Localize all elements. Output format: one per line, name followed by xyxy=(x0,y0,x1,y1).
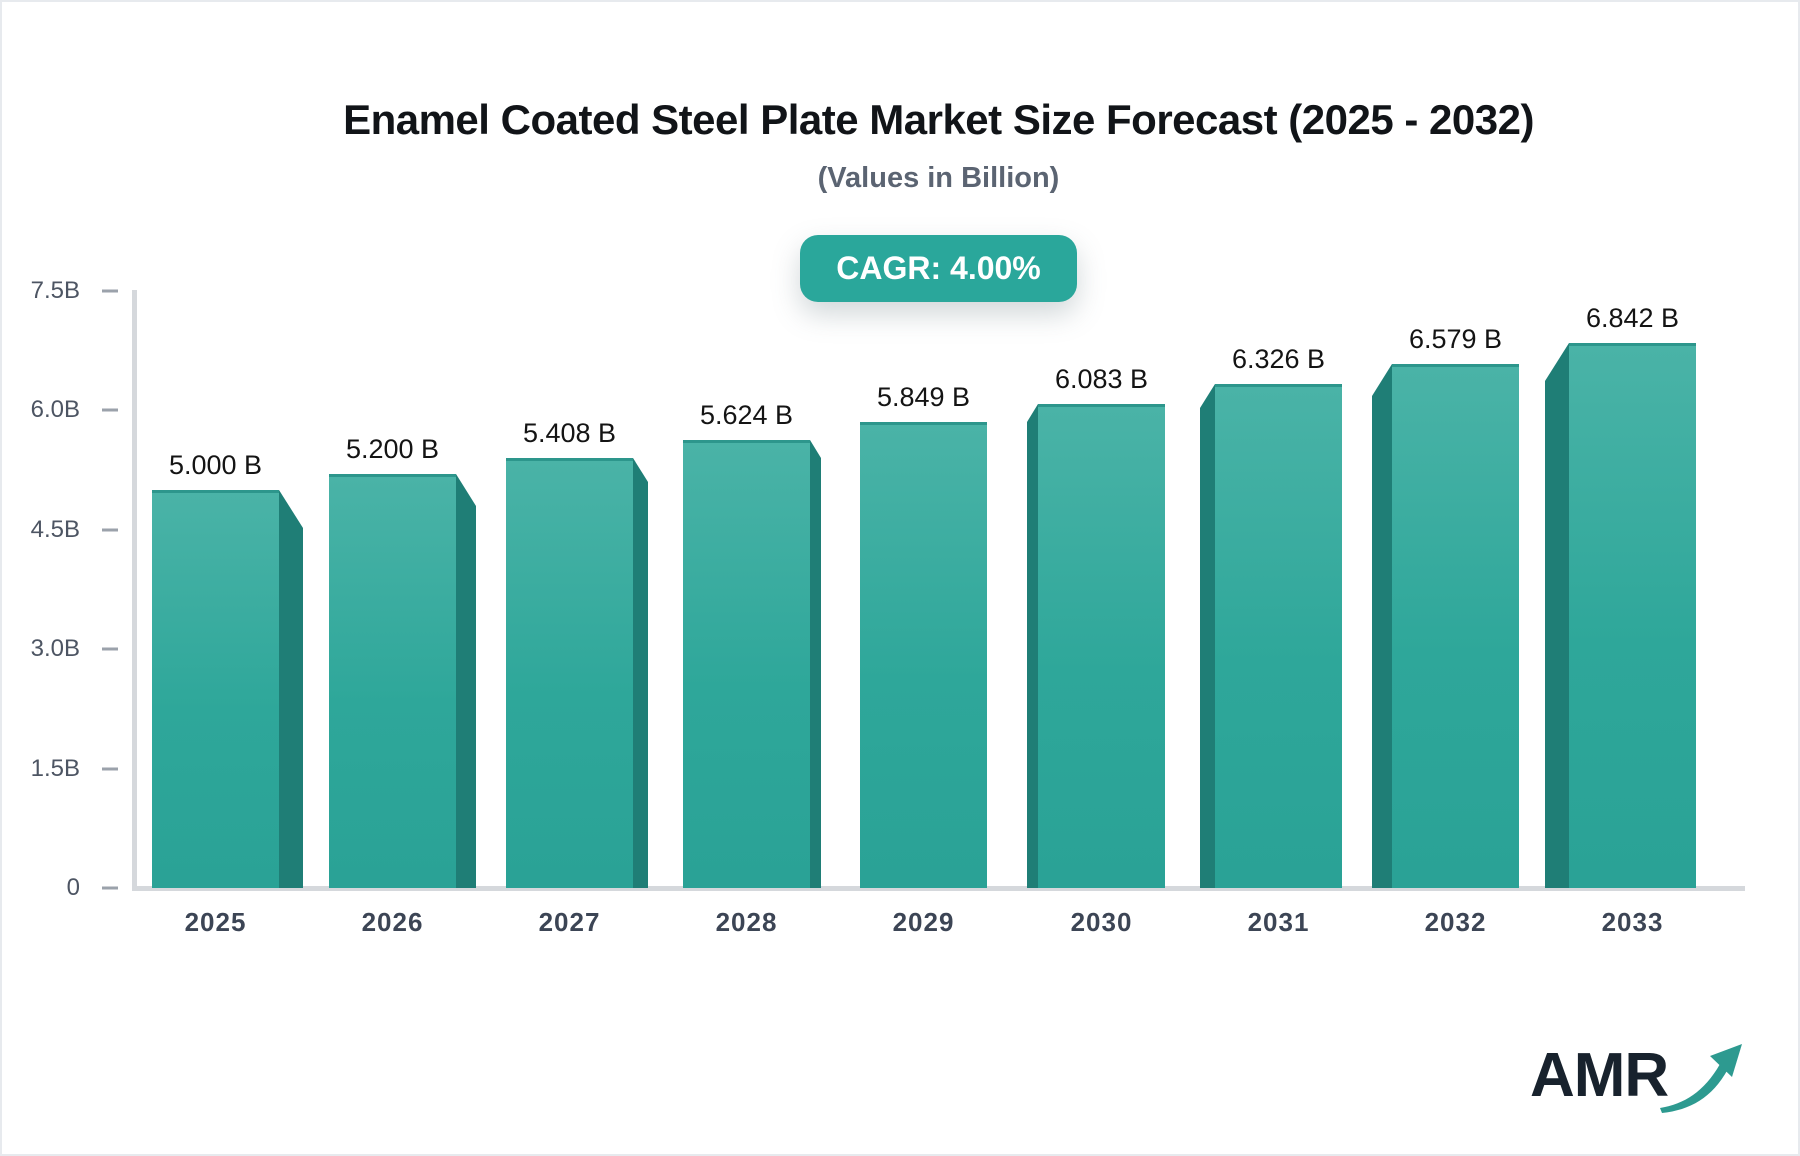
amr-logo: AMR xyxy=(1530,1032,1750,1122)
x-axis-line xyxy=(132,886,1745,891)
x-category-label-2032: 2032 xyxy=(1424,907,1487,937)
y-axis-line xyxy=(132,290,137,890)
x-category-label-2030: 2030 xyxy=(1070,907,1133,937)
bar-2030 xyxy=(1038,404,1165,888)
amr-logo-arrow-icon xyxy=(1660,1044,1742,1113)
x-category-label-2029: 2029 xyxy=(892,907,955,937)
bar-2027 xyxy=(506,458,633,888)
y-tick-dash xyxy=(102,289,118,293)
bar-2033 xyxy=(1569,343,1696,888)
x-category-label-2031: 2031 xyxy=(1247,907,1310,937)
bar-side-2028 xyxy=(810,440,821,888)
bar-value-label-2025: 5.000 B xyxy=(168,450,263,480)
bar-value-label-2031: 6.326 B xyxy=(1231,344,1326,374)
cagr-badge: CAGR: 4.00% xyxy=(800,235,1077,302)
bar-side-2026 xyxy=(456,474,476,888)
amr-logo-text: AMR xyxy=(1530,1041,1669,1110)
x-category-label-2027: 2027 xyxy=(538,907,601,937)
bar-value-label-2032: 6.579 B xyxy=(1408,324,1503,354)
bar-side-2031 xyxy=(1200,384,1215,888)
bar-side-2033 xyxy=(1545,343,1569,888)
bar-value-label-2033: 6.842 B xyxy=(1585,303,1680,333)
bar-value-label-2027: 5.408 B xyxy=(522,418,617,448)
bar-value-label-2029: 5.849 B xyxy=(876,382,971,412)
y-tick-label-3.0B: 3.0B xyxy=(30,635,80,663)
bar-side-2030 xyxy=(1027,404,1038,888)
x-category-label-2025: 2025 xyxy=(184,907,247,937)
y-tick-dash xyxy=(102,528,118,532)
bar-2029 xyxy=(860,422,987,888)
bar-side-2027 xyxy=(633,458,648,888)
bar-2028 xyxy=(683,440,810,888)
bar-value-label-2026: 5.200 B xyxy=(345,434,440,464)
bar-value-label-2030: 6.083 B xyxy=(1054,364,1149,394)
chart-header: Enamel Coated Steel Plate Market Size Fo… xyxy=(132,2,1745,302)
y-tick-label-0: 0 xyxy=(66,874,80,901)
x-category-label-2033: 2033 xyxy=(1601,907,1664,937)
x-category-label-2026: 2026 xyxy=(361,907,424,937)
bar-side-2032 xyxy=(1372,364,1392,888)
bar-value-label-2028: 5.624 B xyxy=(699,400,794,430)
y-tick-dash xyxy=(102,408,118,412)
bar-2025 xyxy=(152,490,279,888)
y-tick-dash xyxy=(102,767,118,771)
chart-subtitle: (Values in Billion) xyxy=(817,162,1060,194)
bar-side-2025 xyxy=(279,490,303,888)
y-tick-label-6.0B: 6.0B xyxy=(30,396,80,424)
bar-2032 xyxy=(1392,364,1519,888)
y-tick-dash xyxy=(102,647,118,651)
bar-2026 xyxy=(329,474,456,888)
y-tick-dash xyxy=(102,886,118,890)
x-category-label-2028: 2028 xyxy=(715,907,778,937)
y-tick-label-1.5B: 1.5B xyxy=(30,754,80,782)
chart-title: Enamel Coated Steel Plate Market Size Fo… xyxy=(343,96,1534,143)
bar-2031 xyxy=(1215,384,1342,888)
y-tick-label-7.5B: 7.5B xyxy=(30,277,80,304)
y-tick-label-4.5B: 4.5B xyxy=(30,515,80,543)
